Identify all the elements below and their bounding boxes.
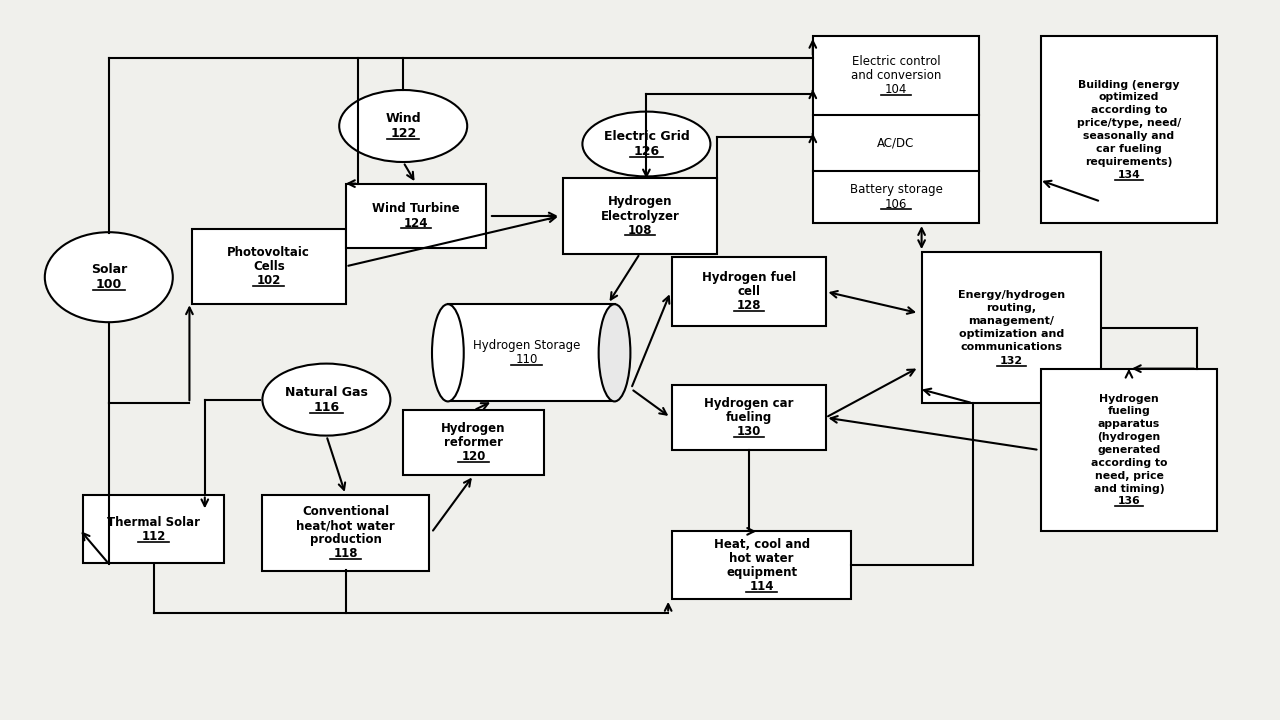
Ellipse shape xyxy=(431,304,463,402)
Text: 100: 100 xyxy=(96,278,122,291)
Text: Cells: Cells xyxy=(253,260,284,273)
Text: 112: 112 xyxy=(141,530,166,543)
Text: 122: 122 xyxy=(390,127,416,140)
FancyBboxPatch shape xyxy=(563,179,717,254)
Text: 108: 108 xyxy=(627,223,653,237)
Text: Natural Gas: Natural Gas xyxy=(285,386,367,399)
Text: production: production xyxy=(310,534,381,546)
Text: 114: 114 xyxy=(749,580,774,593)
Text: equipment: equipment xyxy=(726,566,797,579)
Text: Hydrogen: Hydrogen xyxy=(1100,394,1158,403)
FancyBboxPatch shape xyxy=(1041,36,1217,223)
FancyBboxPatch shape xyxy=(1041,369,1217,531)
Text: optimization and: optimization and xyxy=(959,329,1064,339)
Text: hot water: hot water xyxy=(730,552,794,564)
Text: reformer: reformer xyxy=(444,436,503,449)
FancyBboxPatch shape xyxy=(346,184,486,248)
Ellipse shape xyxy=(582,112,710,176)
Text: generated: generated xyxy=(1097,445,1161,455)
Text: Wind: Wind xyxy=(385,112,421,125)
Text: apparatus: apparatus xyxy=(1098,419,1160,429)
Text: 120: 120 xyxy=(461,450,486,464)
Text: Heat, cool and: Heat, cool and xyxy=(713,538,810,551)
Text: 116: 116 xyxy=(314,400,339,413)
Text: 132: 132 xyxy=(1000,356,1023,366)
Text: 136: 136 xyxy=(1117,497,1140,506)
Text: AC/DC: AC/DC xyxy=(877,136,915,149)
Text: cell: cell xyxy=(737,285,760,298)
Text: Photovoltaic: Photovoltaic xyxy=(228,246,310,259)
Text: communications: communications xyxy=(960,343,1062,352)
FancyBboxPatch shape xyxy=(403,410,544,475)
FancyBboxPatch shape xyxy=(672,385,826,450)
Text: optimized: optimized xyxy=(1098,92,1160,102)
FancyBboxPatch shape xyxy=(672,258,826,326)
Text: 128: 128 xyxy=(736,299,762,312)
Text: 110: 110 xyxy=(516,354,538,366)
Ellipse shape xyxy=(339,90,467,162)
Text: Hydrogen Storage: Hydrogen Storage xyxy=(472,339,580,352)
FancyBboxPatch shape xyxy=(262,495,429,570)
Text: (hydrogen: (hydrogen xyxy=(1097,432,1161,442)
Text: 126: 126 xyxy=(634,145,659,158)
Text: routing,: routing, xyxy=(986,303,1037,312)
FancyBboxPatch shape xyxy=(83,495,224,563)
Ellipse shape xyxy=(45,233,173,323)
Text: 130: 130 xyxy=(736,425,762,438)
Text: fueling: fueling xyxy=(726,411,772,424)
Text: Electric control: Electric control xyxy=(851,55,941,68)
Text: management/: management/ xyxy=(968,316,1055,326)
Text: and conversion: and conversion xyxy=(851,69,941,82)
Text: 134: 134 xyxy=(1117,170,1140,180)
Text: Thermal Solar: Thermal Solar xyxy=(108,516,200,528)
Text: Wind Turbine: Wind Turbine xyxy=(372,202,460,215)
Text: Electric Grid: Electric Grid xyxy=(604,130,689,143)
Text: according to: according to xyxy=(1091,458,1167,468)
Text: according to: according to xyxy=(1091,105,1167,115)
Text: price/type, need/: price/type, need/ xyxy=(1076,118,1181,128)
Text: Solar: Solar xyxy=(91,264,127,276)
FancyBboxPatch shape xyxy=(192,229,346,304)
Text: 118: 118 xyxy=(333,547,358,560)
Text: 106: 106 xyxy=(884,197,908,210)
Text: Hydrogen car: Hydrogen car xyxy=(704,397,794,410)
Text: Building (energy: Building (energy xyxy=(1078,79,1180,89)
FancyBboxPatch shape xyxy=(672,531,851,599)
FancyBboxPatch shape xyxy=(922,252,1101,403)
Text: Conventional: Conventional xyxy=(302,505,389,518)
Text: need, price: need, price xyxy=(1094,471,1164,481)
Text: 102: 102 xyxy=(256,274,282,287)
FancyBboxPatch shape xyxy=(448,304,614,402)
Text: and timing): and timing) xyxy=(1093,484,1165,494)
Text: Electrolyzer: Electrolyzer xyxy=(600,210,680,222)
Text: seasonally and: seasonally and xyxy=(1083,131,1175,141)
Text: requirements): requirements) xyxy=(1085,157,1172,167)
Text: 104: 104 xyxy=(884,83,908,96)
Ellipse shape xyxy=(599,304,630,402)
Ellipse shape xyxy=(262,364,390,436)
Text: fueling: fueling xyxy=(1107,406,1151,416)
Text: Energy/hydrogen: Energy/hydrogen xyxy=(957,289,1065,300)
Text: car fueling: car fueling xyxy=(1096,144,1162,154)
Text: heat/hot water: heat/hot water xyxy=(296,519,396,532)
Text: Hydrogen: Hydrogen xyxy=(608,195,672,209)
FancyBboxPatch shape xyxy=(813,36,979,223)
Text: 124: 124 xyxy=(403,217,429,230)
Text: Battery storage: Battery storage xyxy=(850,184,942,197)
Text: Hydrogen: Hydrogen xyxy=(442,422,506,436)
Text: Hydrogen fuel: Hydrogen fuel xyxy=(701,271,796,284)
